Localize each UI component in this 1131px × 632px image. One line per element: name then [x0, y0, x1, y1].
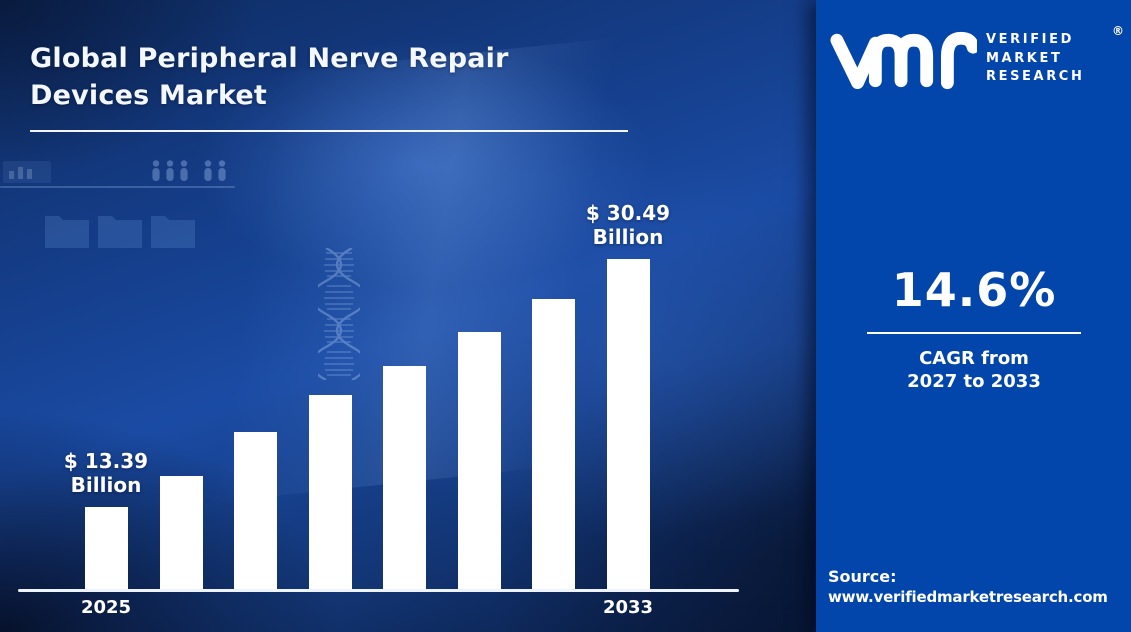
cagr-caption-line1: CAGR from [919, 348, 1029, 369]
stats-box-icon [3, 161, 51, 183]
bar-7 [532, 299, 576, 591]
source-label: Source: [828, 567, 897, 586]
brand-name: VERIFIED MARKET RESEARCH [986, 31, 1084, 87]
x-axis-line [18, 589, 739, 592]
start-value-label: $ 13.39 Billion [40, 449, 172, 497]
start-value-unit: Billion [70, 473, 142, 497]
chart-section: Global Peripheral Nerve Repair Devices M… [0, 0, 816, 632]
brand-panel: VERIFIED MARKET RESEARCH ® 14.6% CAGR fr… [816, 0, 1131, 632]
cagr-value: 14.6% [891, 263, 1057, 317]
page-title-line1: Global Peripheral Nerve Repair [30, 43, 509, 74]
source-block: Source: www.verifiedmarketresearch.com [828, 566, 1124, 608]
end-value-label: $ 30.49 Billion [562, 201, 694, 249]
registered-trademark-icon: ® [1112, 24, 1124, 38]
cagr-underline [867, 332, 1081, 334]
bar-2 [159, 476, 203, 591]
bar-series [85, 0, 816, 591]
page-title: Global Peripheral Nerve Repair Devices M… [30, 40, 670, 132]
end-value-unit: Billion [592, 225, 664, 249]
page-title-line2: Devices Market [30, 80, 268, 111]
title-underline [30, 130, 628, 132]
bar-1 [85, 507, 128, 591]
x-tick-2033: 2033 [602, 597, 654, 618]
x-tick-2025: 2025 [80, 597, 132, 618]
bar-5 [383, 366, 427, 591]
bar-3 [234, 432, 278, 591]
vmr-monogram-icon [830, 31, 977, 90]
bar-4 [308, 395, 352, 591]
source-url[interactable]: www.verifiedmarketresearch.com [828, 588, 1108, 606]
brand-name-line1: VERIFIED [986, 32, 1074, 47]
end-value-amount: $ 30.49 [585, 201, 671, 225]
cagr-caption-line2: 2027 to 2033 [907, 371, 1041, 392]
shelf-line-decor [0, 186, 235, 188]
cagr-block: 14.6% CAGR from 2027 to 2033 [834, 263, 1114, 393]
brand-name-line3: RESEARCH [986, 69, 1085, 84]
bar-8 [606, 259, 650, 591]
start-value-amount: $ 13.39 [63, 449, 149, 473]
brand-name-line2: MARKET [986, 50, 1063, 66]
bar-6 [457, 332, 501, 591]
